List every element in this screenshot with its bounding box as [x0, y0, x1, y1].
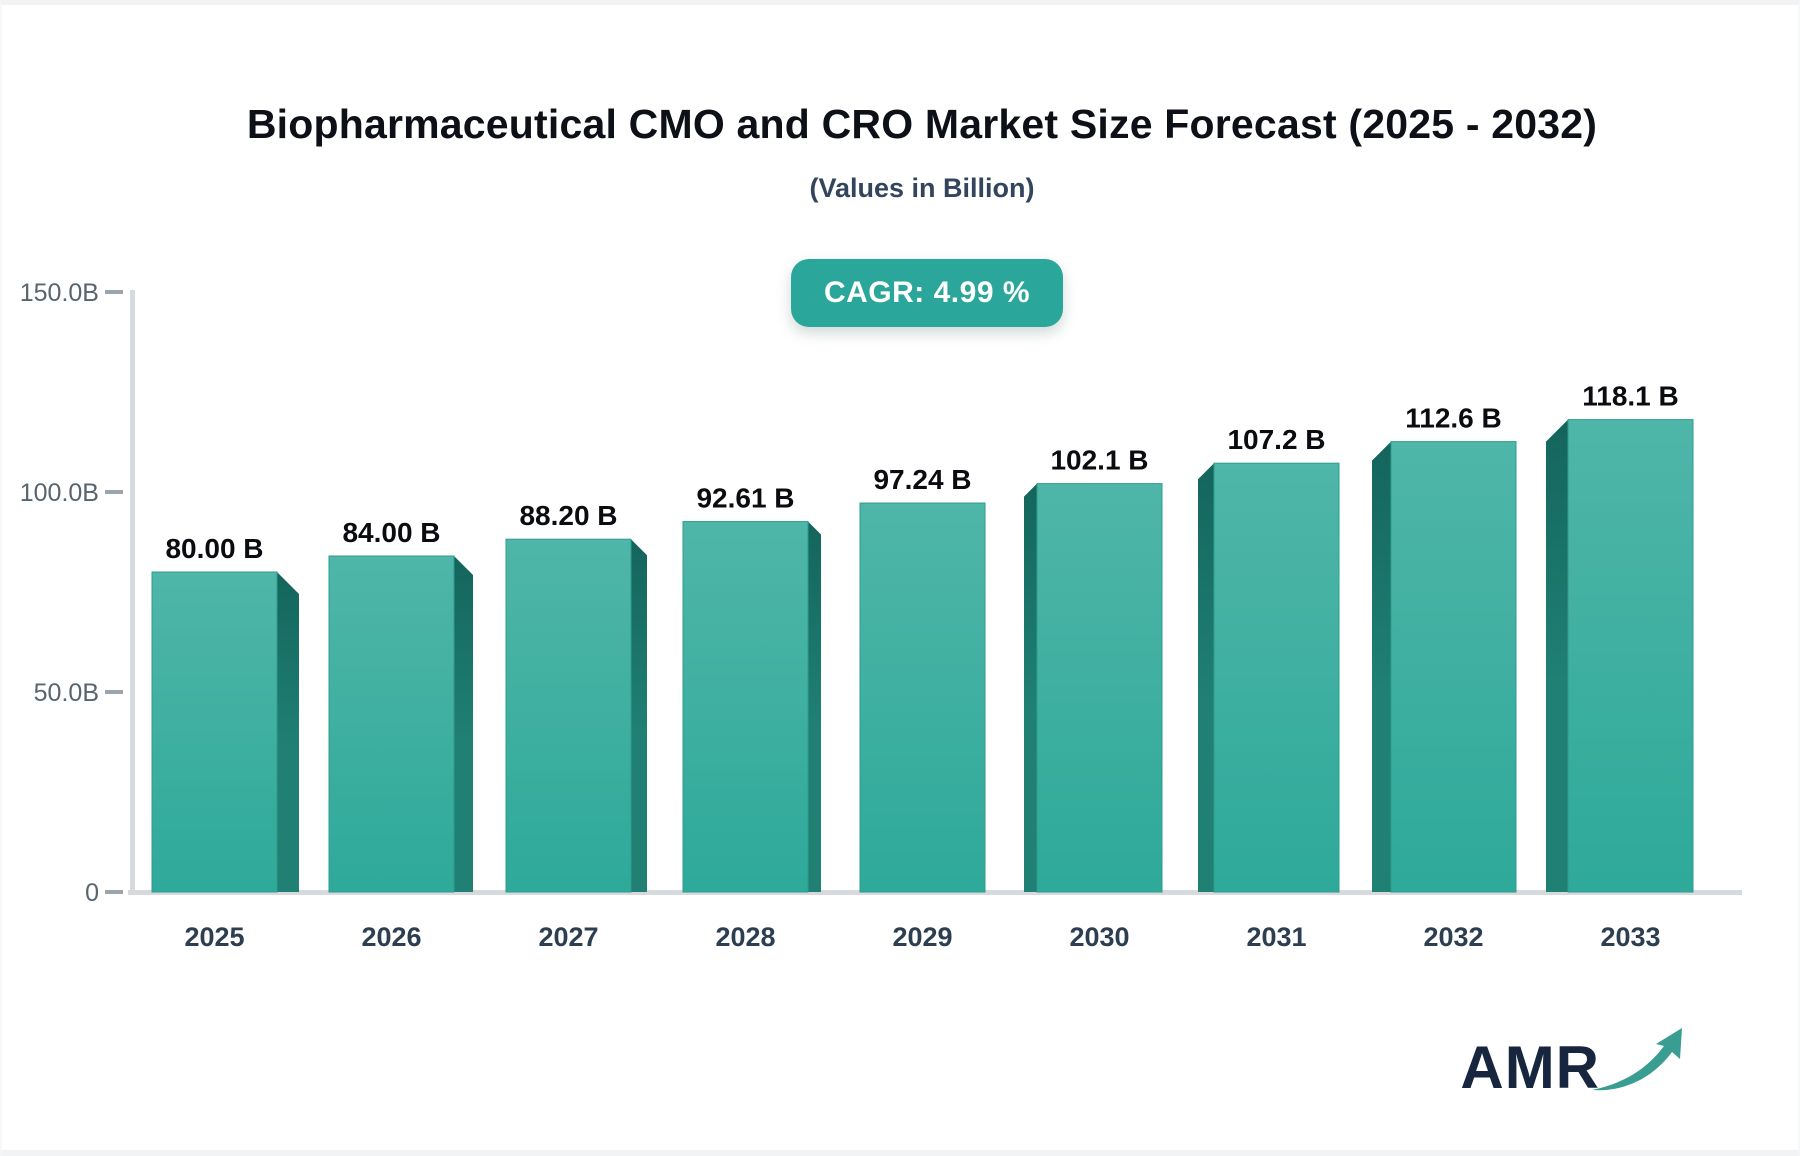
y-tick-label-150: 150.0B — [20, 279, 99, 307]
bar-2025 — [151, 571, 278, 893]
x-tick-label-2030: 2030 — [1069, 922, 1129, 952]
y-axis-line — [130, 290, 135, 894]
y-tick-50 — [105, 690, 123, 694]
x-tick-label-2028: 2028 — [715, 922, 775, 952]
bar-value-label-2028: 92.61 B — [696, 483, 794, 514]
bar-side-2030 — [1024, 483, 1037, 892]
x-tick-label-2026: 2026 — [361, 922, 421, 952]
bar-2029 — [859, 502, 986, 893]
bar-side-2032 — [1372, 441, 1391, 892]
cagr-badge-label: CAGR: 4.99 % — [823, 276, 1031, 309]
bar-chart: 0 50.0B 100.0B 150.0B 80.00 B 2025 84.00 B 2026… — [20, 279, 1742, 952]
bar-value-label-2032: 112.6 B — [1405, 403, 1502, 434]
bar-2032 — [1390, 441, 1517, 893]
x-tick-label-2029: 2029 — [892, 922, 952, 952]
bar-side-2026 — [454, 556, 473, 892]
y-tick-label-0: 0 — [85, 879, 99, 907]
y-tick-100 — [105, 490, 123, 494]
y-tick-0 — [105, 890, 123, 894]
bar-value-label-2033: 118.1 B — [1582, 381, 1679, 412]
bar-side-2027 — [631, 539, 647, 892]
bar-value-label-2029: 97.24 B — [873, 464, 971, 495]
x-tick-label-2032: 2032 — [1423, 922, 1483, 952]
bar-2028 — [682, 521, 809, 893]
x-tick-label-2031: 2031 — [1246, 922, 1306, 952]
y-tick-label-50: 50.0B — [34, 679, 99, 707]
x-tick-label-2027: 2027 — [538, 922, 598, 952]
bar-side-2028 — [808, 521, 821, 892]
amr-logo: AMR — [1460, 1024, 1690, 1098]
amr-logo-text: AMR — [1460, 1034, 1600, 1101]
bar-2027 — [505, 538, 632, 893]
chart-title: Biopharmaceutical CMO and CRO Market Siz… — [246, 101, 1598, 147]
cagr-badge: CAGR: 4.99 % — [791, 259, 1063, 327]
bar-2031 — [1213, 462, 1340, 893]
bar-value-label-2030: 102.1 B — [1050, 445, 1148, 476]
bar-value-label-2026: 84.00 B — [342, 517, 440, 548]
bar-value-label-2025: 80.00 B — [165, 533, 263, 564]
y-tick-label-100: 100.0B — [20, 479, 99, 507]
bar-value-label-2027: 88.20 B — [519, 500, 617, 531]
x-tick-label-2033: 2033 — [1600, 922, 1660, 952]
y-tick-150 — [105, 290, 123, 294]
bar-2030 — [1036, 483, 1163, 893]
chart-subtitle: (Values in Billion) — [809, 173, 1035, 203]
bar-2033 — [1567, 419, 1694, 893]
bar-side-2033 — [1546, 419, 1568, 892]
x-tick-label-2025: 2025 — [184, 922, 244, 952]
bar-side-2025 — [277, 572, 299, 892]
growth-arrow-icon — [1592, 1028, 1682, 1091]
bar-side-2031 — [1198, 463, 1214, 892]
bar-2026 — [328, 555, 455, 893]
bar-value-label-2031: 107.2 B — [1227, 424, 1325, 455]
